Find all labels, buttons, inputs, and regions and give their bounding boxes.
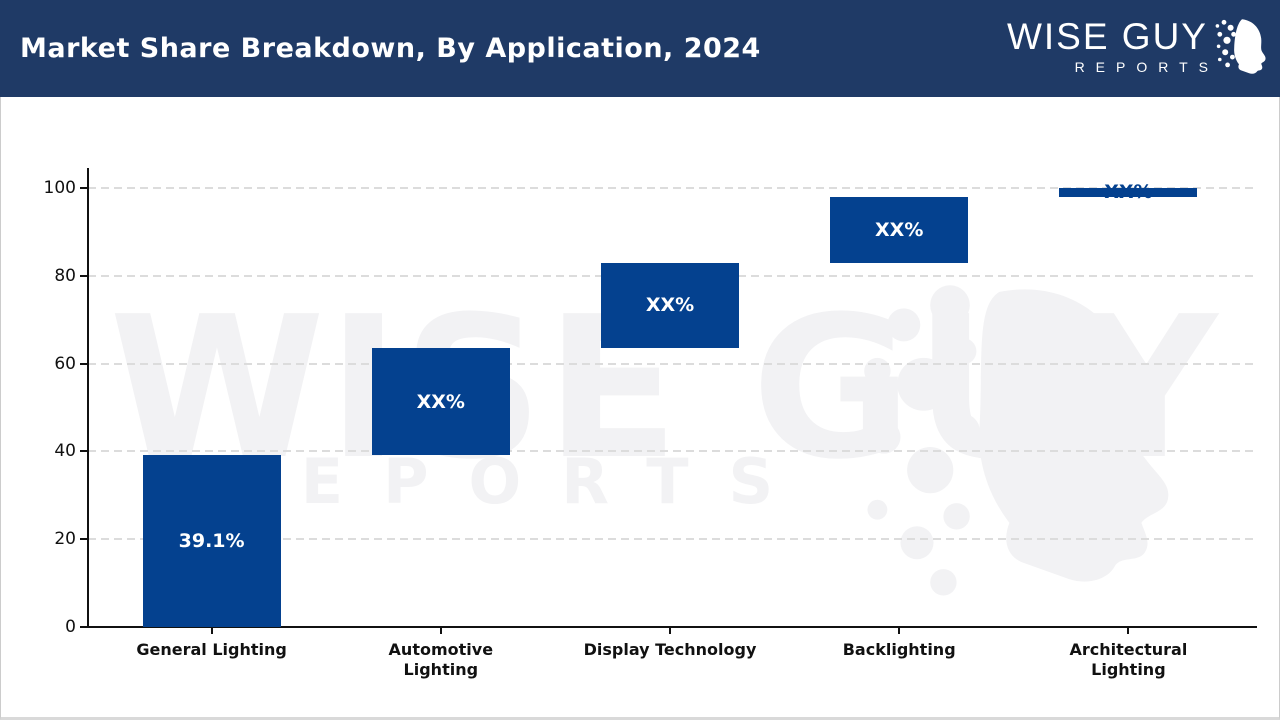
x-tick-mark (439, 627, 442, 634)
watermark-wordmark-line2: REPORTS (213, 445, 814, 518)
x-tick-mark (898, 627, 901, 634)
wise-guy-logo: WISE GUY REPORTS (1007, 6, 1266, 86)
bar-value-label: XX% (1104, 181, 1153, 204)
logo-wordmark-line1: WISE GUY (1006, 16, 1208, 57)
logo-wordmark-line2: REPORTS (1074, 59, 1219, 75)
y-tick-label: 100 (43, 178, 76, 198)
gridline (88, 538, 1258, 541)
bar-value-label: XX% (416, 390, 465, 413)
bar (371, 347, 510, 456)
logo-wordmark: WISE GUY REPORTS (1006, 16, 1208, 76)
x-category-label: Display Technology (583, 640, 757, 659)
x-axis (87, 626, 1257, 628)
bar (1059, 188, 1198, 197)
y-axis (87, 168, 89, 628)
bar-value-label: XX% (875, 218, 924, 241)
bar (601, 262, 739, 348)
y-tick-label: 80 (54, 265, 76, 286)
gridline (88, 187, 1258, 189)
bar-value-label: 39.1% (178, 530, 245, 553)
bar (830, 196, 969, 263)
gridline (88, 362, 1258, 365)
y-tick-mark (80, 362, 87, 365)
y-tick-label: 60 (54, 353, 76, 374)
gridline (88, 450, 1258, 453)
y-tick-label: 0 (65, 617, 76, 637)
bar-value-label: XX% (645, 294, 695, 317)
x-category-label: General Lighting (136, 640, 287, 659)
y-tick-label: 20 (54, 529, 76, 550)
bar (142, 455, 281, 627)
y-tick-mark (80, 274, 87, 277)
y-tick-mark (80, 626, 87, 628)
y-tick-mark (80, 187, 87, 189)
x-category-label: Automotive Lighting (388, 640, 494, 679)
x-tick-mark (1127, 627, 1130, 634)
x-tick-mark (210, 627, 213, 634)
y-tick-mark (80, 538, 87, 541)
y-tick-label: 40 (54, 441, 76, 462)
x-category-label: Backlighting (842, 640, 956, 659)
page-title: Market Share Breakdown, By Application, … (20, 33, 761, 64)
y-tick-mark (80, 450, 87, 453)
x-category-label: Architectural Lighting (1069, 640, 1188, 679)
head-profile-icon (1215, 19, 1266, 74)
x-tick-mark (669, 627, 671, 634)
header: Market Share Breakdown, By Application, … (0, 0, 1280, 97)
